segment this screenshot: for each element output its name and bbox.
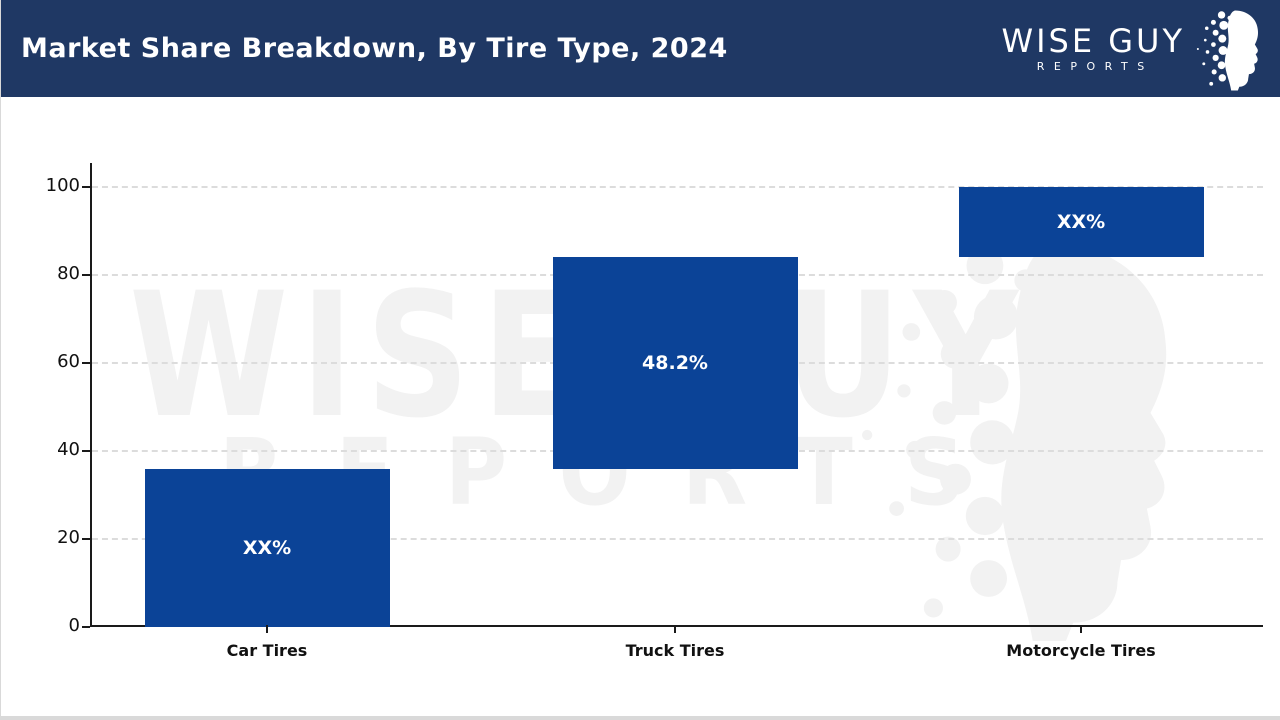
- gridline-20: [92, 538, 1263, 540]
- bar-value-label: XX%: [1056, 210, 1106, 233]
- y-tick-label: 0: [68, 615, 80, 636]
- y-tick-mark: [82, 450, 90, 452]
- brand-logo: WISE GUY REPORTS: [1001, 8, 1263, 90]
- y-tick-label: 100: [45, 175, 80, 196]
- y-tick-label: 20: [57, 527, 80, 548]
- brand-logo-text: WISE GUY REPORTS: [1001, 21, 1185, 74]
- y-tick-label: 60: [57, 351, 80, 372]
- y-tick-mark: [82, 538, 90, 540]
- brand-subname: REPORTS: [1036, 60, 1154, 74]
- bar-motorcycle-tires: XX%: [958, 187, 1204, 257]
- chart-area: WISE GUY REPORTS 0 20 40 60 80 100 XX% 48.2% XX%…: [1, 97, 1280, 717]
- brand-name: WISE GUY: [1001, 21, 1185, 60]
- plot-area: 0 20 40 60 80 100 XX% 48.2% XX% Car Tires Truck Ti…: [46, 163, 1263, 660]
- gridline-100: [92, 186, 1263, 188]
- bar-car-tires: XX%: [144, 468, 390, 627]
- y-tick-mark: [82, 362, 90, 364]
- x-category-label: Motorcycle Tires: [1006, 641, 1156, 660]
- bottom-border: [1, 716, 1280, 720]
- logo-face-icon: [1189, 7, 1263, 91]
- y-tick-label: 80: [57, 263, 80, 284]
- x-category-label: Truck Tires: [625, 641, 725, 660]
- bar-truck-tires: 48.2%: [552, 256, 798, 469]
- y-tick-mark: [82, 626, 90, 628]
- x-tick-mark: [266, 625, 268, 633]
- header-bar: Market Share Breakdown, By Tire Type, 20…: [1, 0, 1280, 97]
- y-tick-label: 40: [57, 439, 80, 460]
- y-tick-mark: [82, 274, 90, 276]
- x-category-label: Car Tires: [226, 641, 308, 660]
- x-tick-mark: [674, 625, 676, 633]
- x-tick-mark: [1080, 625, 1082, 633]
- bar-value-label: XX%: [242, 536, 292, 559]
- bar-value-label: 48.2%: [642, 351, 708, 374]
- page-title: Market Share Breakdown, By Tire Type, 20…: [21, 33, 728, 64]
- y-tick-mark: [82, 186, 90, 188]
